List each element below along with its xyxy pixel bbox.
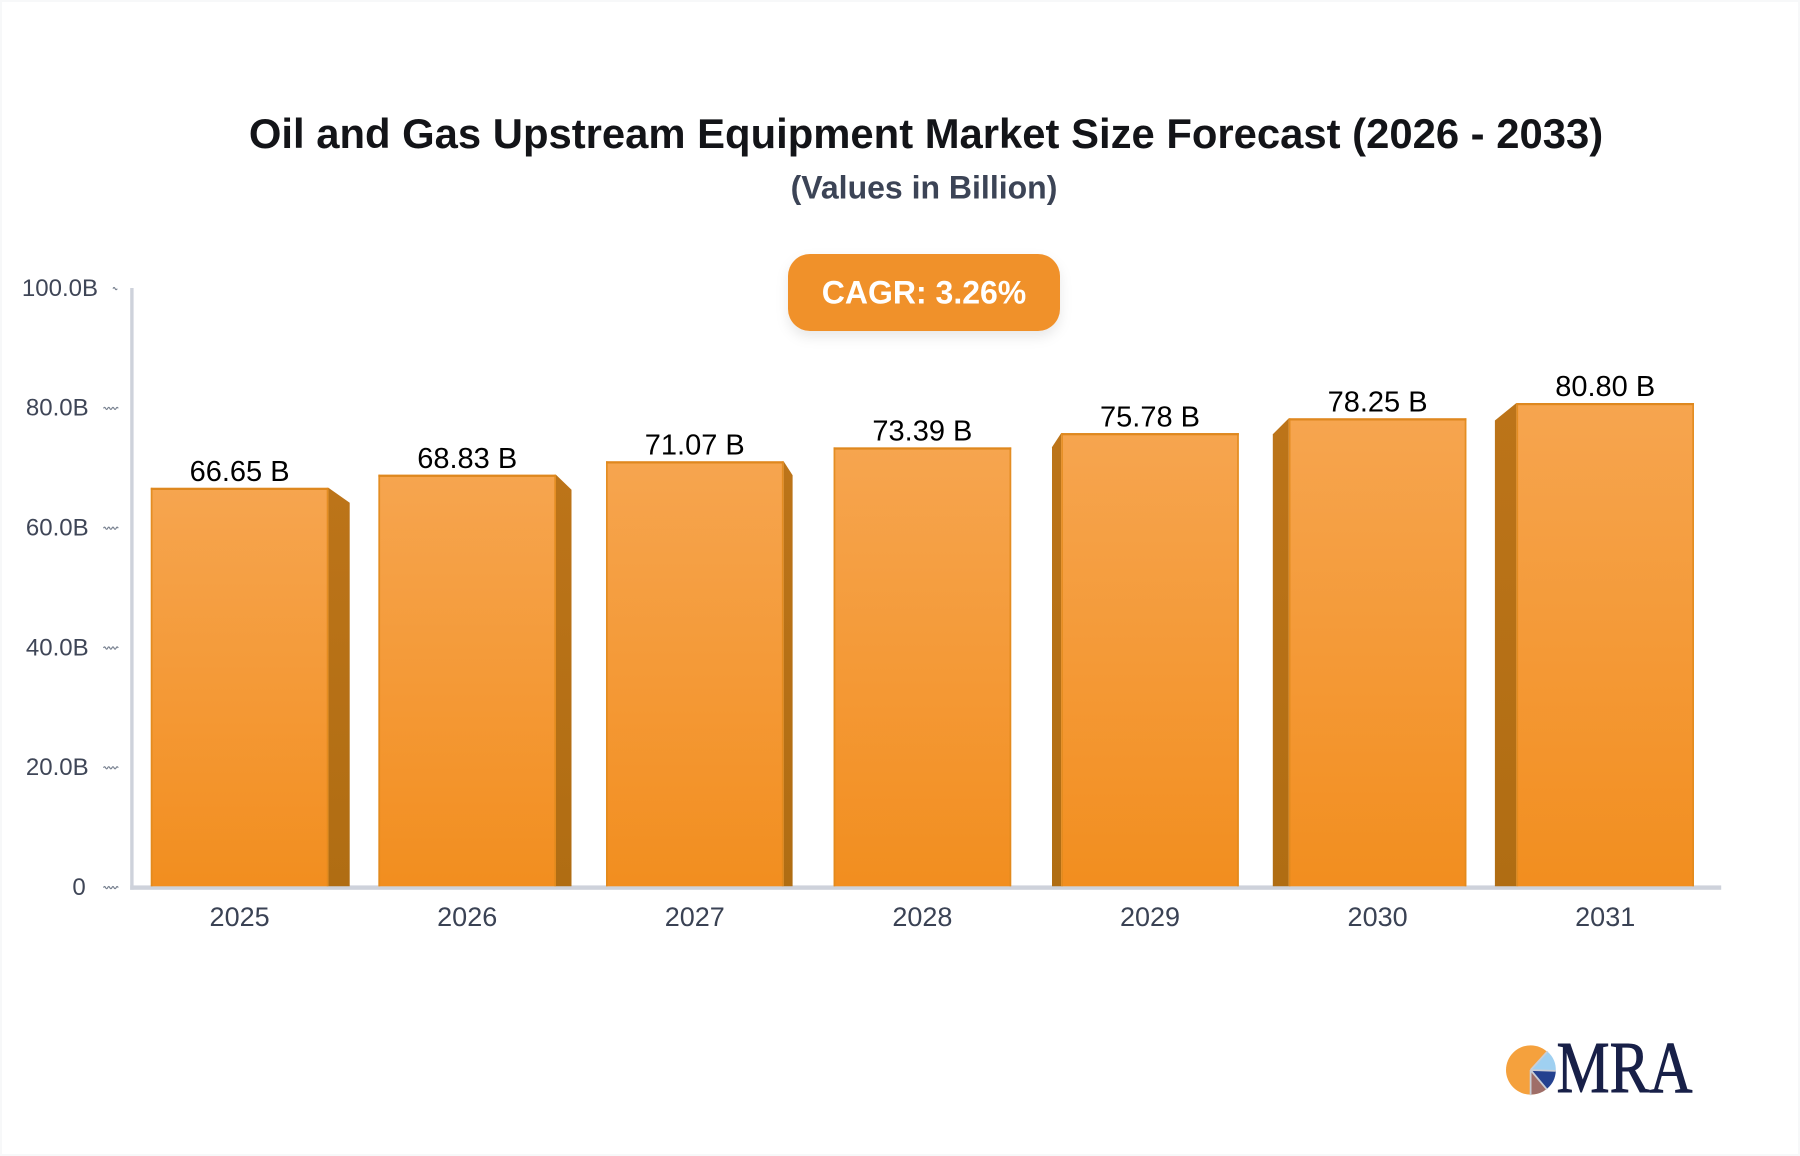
svg-text:(Values in Billion): (Values in Billion) [791,170,1058,206]
svg-text:71.07 B: 71.07 B [645,430,745,462]
svg-text:2031: 2031 [1575,902,1635,932]
svg-text:2028: 2028 [892,902,952,932]
svg-text:100.0B: 100.0B [22,275,98,302]
svg-text:68.83 B: 68.83 B [417,443,517,475]
svg-text:60.0B: 60.0B [26,515,89,542]
svg-text:73.39 B: 73.39 B [872,416,972,448]
svg-text:2025: 2025 [210,902,270,932]
svg-text:Oil and Gas Upstream Equipment: Oil and Gas Upstream Equipment Market Si… [249,110,1603,157]
svg-text:2027: 2027 [665,902,725,932]
svg-text:2026: 2026 [437,902,497,932]
svg-text:2030: 2030 [1348,902,1408,932]
svg-text:75.78 B: 75.78 B [1100,401,1200,433]
svg-text:MRA: MRA [1557,1029,1693,1109]
svg-text:80.0B: 80.0B [26,395,89,422]
svg-text:80.80 B: 80.80 B [1555,371,1655,403]
svg-text:78.25 B: 78.25 B [1328,387,1428,419]
svg-text:20.0B: 20.0B [26,754,89,781]
svg-text:CAGR: 3.26%: CAGR: 3.26% [822,275,1027,311]
svg-text:2029: 2029 [1120,902,1180,932]
svg-text:66.65 B: 66.65 B [190,456,290,488]
svg-text:0: 0 [72,874,85,901]
svg-text:40.0B: 40.0B [26,634,89,661]
